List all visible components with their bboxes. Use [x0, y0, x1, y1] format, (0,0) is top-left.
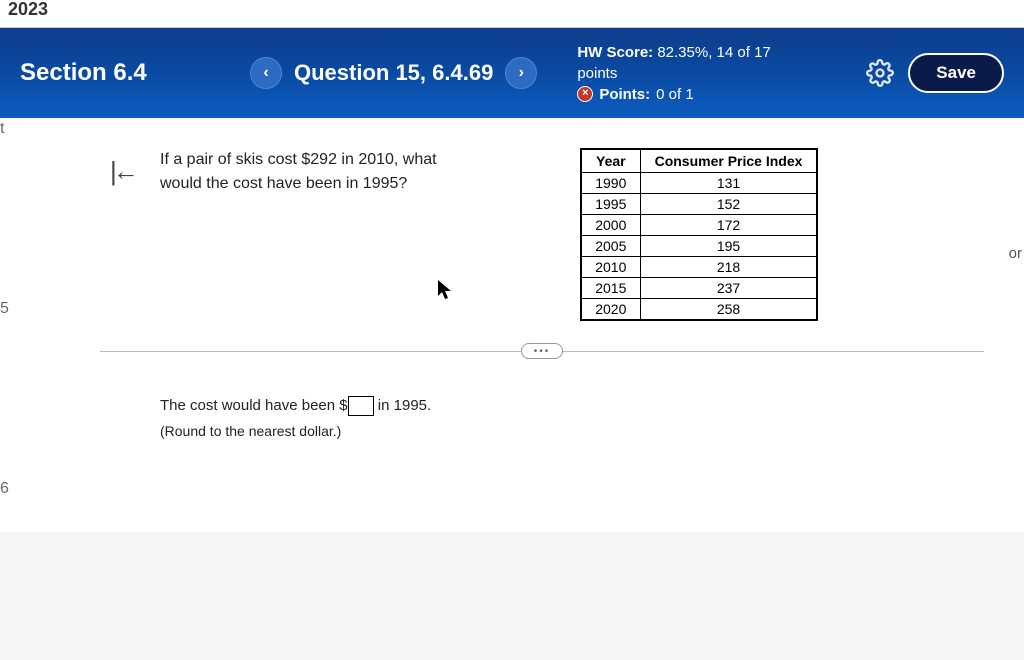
table-row: 1995152 — [581, 194, 817, 215]
header-actions: Save — [866, 53, 1004, 93]
table-row: 2000172 — [581, 215, 817, 236]
content-area: |← If a pair of skis cost $292 in 2010, … — [0, 118, 1024, 532]
cell-cpi: 237 — [640, 278, 817, 299]
table-row: 2005195 — [581, 236, 817, 257]
hw-score-label: HW Score: — [577, 44, 653, 61]
edge-text: 5 — [0, 300, 8, 480]
cell-year: 2020 — [581, 299, 640, 321]
score-block: HW Score: 82.35%, 14 of 17 points × Poin… — [577, 42, 770, 105]
table-row: 1990131 — [581, 173, 817, 194]
answer-suffix: in 1995. — [374, 397, 432, 414]
cell-year: 1995 — [581, 194, 640, 215]
points-value: 0 of 1 — [656, 84, 694, 105]
prev-question-button[interactable]: ‹ — [250, 57, 282, 89]
left-edge-fragments: t 5 6 — [0, 120, 8, 660]
question-heading: Question 15, 6.4.69 — [294, 60, 493, 86]
answer-input[interactable] — [348, 396, 374, 416]
edge-text: t — [0, 120, 8, 300]
edge-text: 6 — [0, 480, 8, 660]
top-strip: 2023 — [0, 0, 1024, 28]
answer-hint: (Round to the nearest dollar.) — [160, 419, 984, 444]
divider-row: ••• — [100, 351, 984, 352]
cell-cpi: 195 — [640, 236, 817, 257]
table-header-row: Year Consumer Price Index — [581, 149, 817, 173]
answer-line: The cost would have been $ in 1995. — [160, 392, 984, 419]
question-nav: ‹ Question 15, 6.4.69 › — [250, 57, 537, 89]
hw-score-suffix: points — [577, 63, 770, 84]
table-row: 2010218 — [581, 257, 817, 278]
cell-year: 2005 — [581, 236, 640, 257]
cpi-table: Year Consumer Price Index 1990131 199515… — [580, 148, 818, 321]
table-row: 2015237 — [581, 278, 817, 299]
cell-year: 2015 — [581, 278, 640, 299]
hw-score-line: HW Score: 82.35%, 14 of 17 — [577, 42, 770, 63]
answer-block: The cost would have been $ in 1995. (Rou… — [100, 392, 984, 444]
save-button[interactable]: Save — [908, 53, 1004, 93]
expand-button[interactable]: ••• — [521, 343, 563, 359]
next-question-button[interactable]: › — [505, 57, 537, 89]
cell-cpi: 258 — [640, 299, 817, 321]
section-title: Section 6.4 — [20, 59, 250, 87]
question-row: If a pair of skis cost $292 in 2010, wha… — [100, 148, 984, 321]
cell-cpi: 218 — [640, 257, 817, 278]
cell-cpi: 152 — [640, 194, 817, 215]
header-bar: Section 6.4 ‹ Question 15, 6.4.69 › HW S… — [0, 28, 1024, 118]
cell-cpi: 131 — [640, 173, 817, 194]
col-year-header: Year — [581, 149, 640, 173]
points-label: Points: — [599, 84, 650, 105]
hw-score-value: 82.35%, 14 of 17 — [657, 44, 770, 61]
right-edge-fragment: or — [1009, 245, 1022, 262]
incorrect-icon: × — [577, 86, 593, 102]
year-partial: 2023 — [8, 0, 48, 19]
points-line: × Points: 0 of 1 — [577, 84, 770, 105]
cell-year: 1990 — [581, 173, 640, 194]
cell-year: 2000 — [581, 215, 640, 236]
answer-prefix: The cost would have been $ — [160, 397, 348, 414]
table-row: 2020258 — [581, 299, 817, 321]
cell-year: 2010 — [581, 257, 640, 278]
back-icon[interactable]: |← — [110, 156, 135, 187]
gear-icon[interactable] — [866, 59, 894, 87]
question-prompt: If a pair of skis cost $292 in 2010, wha… — [160, 148, 480, 196]
cell-cpi: 172 — [640, 215, 817, 236]
col-cpi-header: Consumer Price Index — [640, 149, 817, 173]
